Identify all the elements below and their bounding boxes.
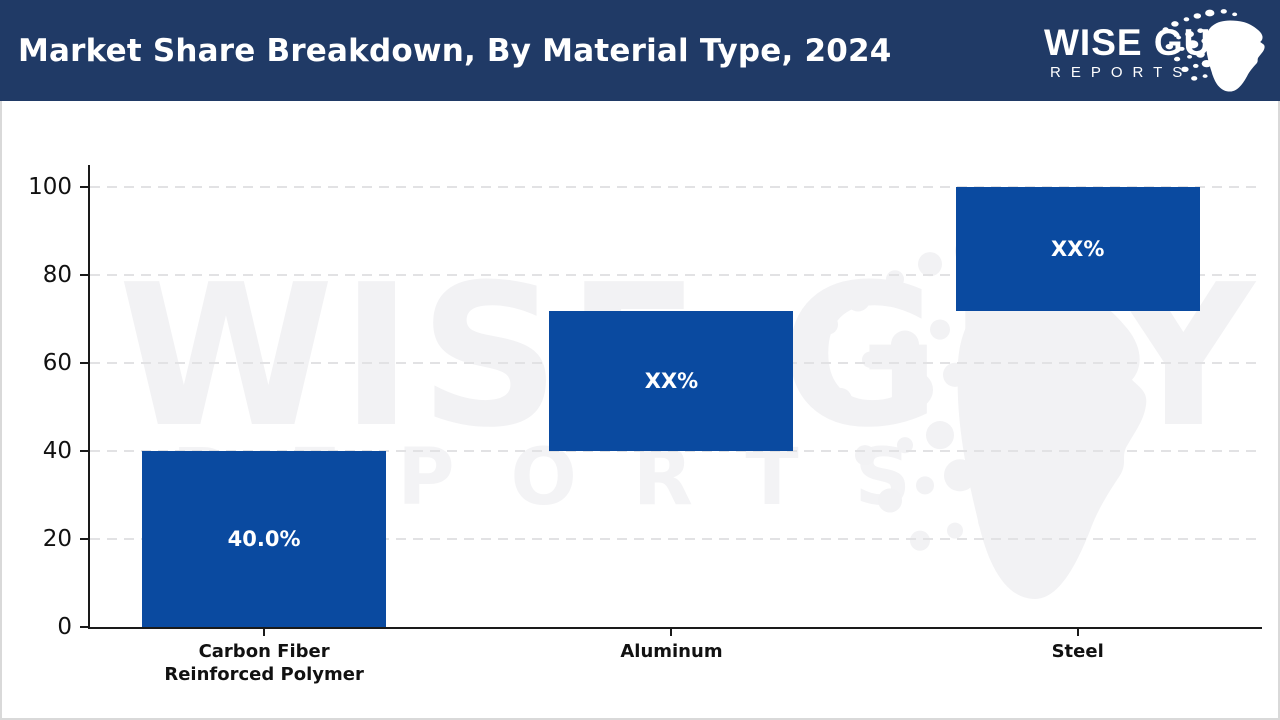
x-category-label: Steel	[918, 641, 1238, 664]
face-profile	[1205, 20, 1265, 92]
x-category-line: Carbon Fiber	[198, 641, 330, 662]
x-tick	[263, 629, 266, 636]
page-border-right	[1278, 101, 1280, 720]
y-tick-label: 20	[42, 526, 72, 552]
chart-bar: XX%	[549, 311, 794, 451]
x-tick	[670, 629, 673, 636]
y-tick	[80, 362, 88, 364]
y-tick	[80, 450, 88, 452]
page-border-left	[0, 101, 2, 720]
y-tick	[80, 538, 88, 540]
chart-title: Market Share Breakdown, By Material Type…	[18, 32, 892, 69]
y-tick-label: 100	[28, 174, 72, 200]
bar-value-label: XX%	[644, 369, 699, 394]
x-category-line: Aluminum	[620, 641, 723, 662]
wiseguy-face-icon	[1162, 9, 1265, 92]
header-bar: Market Share Breakdown, By Material Type…	[0, 0, 1280, 101]
wiseguy-logo: WISE GUY REPORTS	[1016, 6, 1266, 96]
bar-value-label: XX%	[1050, 237, 1105, 262]
gridline	[90, 450, 1262, 452]
page-border-bottom	[0, 718, 1280, 720]
y-tick	[80, 186, 88, 188]
y-tick-label: 40	[42, 438, 72, 464]
bar-value-label: 40.0%	[227, 527, 301, 551]
gridline	[90, 186, 1262, 188]
chart-region: WISE GUY REPORTS 02040608010040.0%Carbon…	[0, 101, 1280, 720]
chart-bar: XX%	[955, 187, 1200, 312]
y-tick-label: 80	[42, 262, 72, 288]
x-tick	[1076, 629, 1079, 636]
chart-bar: 40.0%	[142, 451, 387, 627]
logo-subtitle: REPORTS	[1050, 64, 1193, 81]
x-axis	[88, 627, 1262, 629]
y-tick	[80, 626, 88, 628]
y-tick	[80, 274, 88, 276]
y-tick-label: 0	[57, 614, 72, 640]
gridline	[90, 274, 1262, 276]
x-category-line: Reinforced Polymer	[164, 663, 364, 685]
x-category-label: Carbon Fiber Reinforced Polymer	[104, 641, 424, 686]
x-category-label: Aluminum	[511, 641, 831, 664]
plot-area: 0 20 40 60 80 100 40.0% Carbon Fiber Reinforced …	[28, 165, 1262, 685]
gridline	[90, 538, 1262, 540]
y-axis	[88, 165, 90, 629]
x-category-line: Steel	[1051, 641, 1104, 662]
y-tick-label: 60	[42, 350, 72, 376]
